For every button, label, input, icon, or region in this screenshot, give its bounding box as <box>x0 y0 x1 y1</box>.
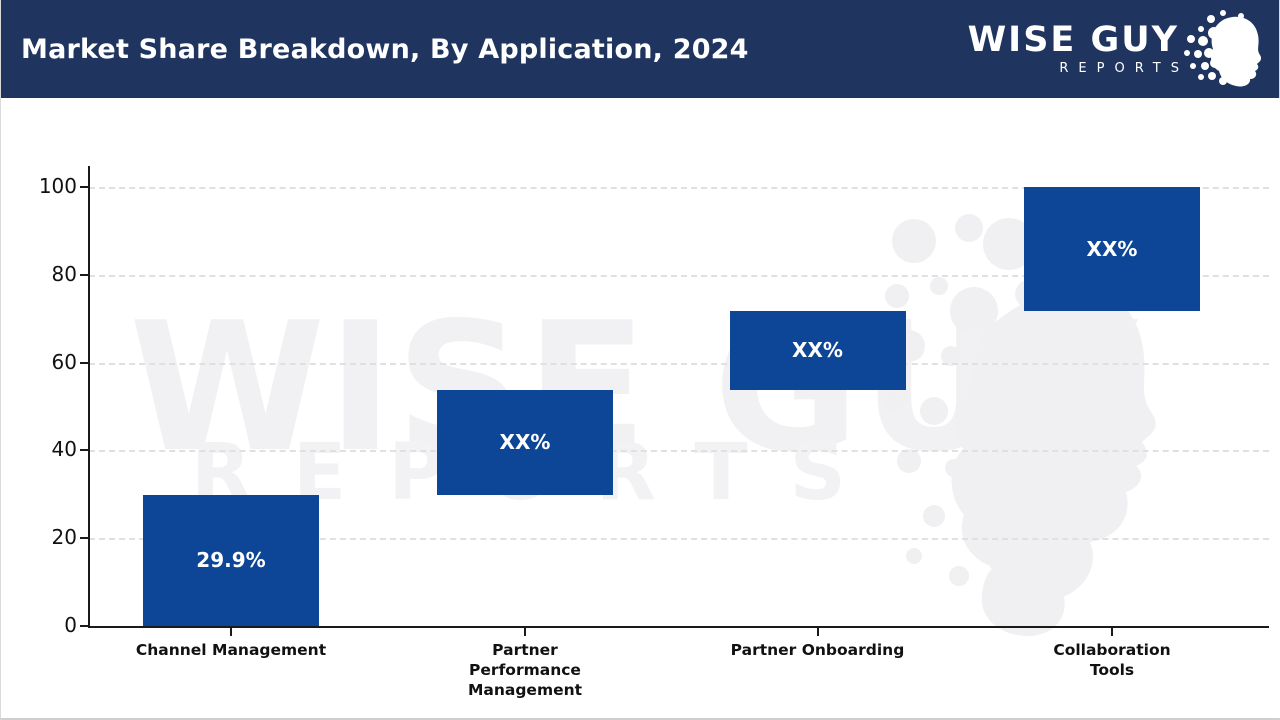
header: Market Share Breakdown, By Application, … <box>1 0 1279 98</box>
logo-text: WISE GUY REPORTS <box>967 20 1179 76</box>
bar-2: XX% <box>729 310 906 390</box>
y-tick-label: 80 <box>51 261 77 286</box>
y-tick-mark <box>80 449 88 452</box>
gridline-80 <box>89 274 1269 277</box>
y-tick-mark <box>80 186 88 188</box>
wiseguy-logo: WISE GUY REPORTS <box>968 9 1265 89</box>
x-tick-mark <box>524 628 526 636</box>
logo-subtext: REPORTS <box>1059 61 1189 76</box>
y-tick-mark <box>80 361 88 364</box>
bar-3: XX% <box>1024 187 1200 311</box>
x-tick-mark <box>816 628 819 636</box>
bar-value-label: 29.9% <box>196 548 266 573</box>
y-tick-label: 60 <box>51 349 77 374</box>
logo-head-icon <box>1184 10 1262 87</box>
logo-wordmark: WISE GUY <box>967 20 1179 60</box>
x-axis-line <box>88 626 1269 628</box>
y-tick-mark <box>80 537 88 540</box>
y-tick-label: 100 <box>38 174 77 198</box>
y-tick-label: 0 <box>64 613 77 637</box>
y-tick-mark <box>80 273 88 276</box>
bar-1: XX% <box>437 389 613 495</box>
bar-0: 29.9% <box>143 494 319 626</box>
y-axis-line <box>88 166 90 628</box>
gridline-60 <box>89 362 1269 365</box>
y-tick-label: 40 <box>51 437 77 462</box>
gridline-100 <box>89 187 1269 189</box>
x-tick-mark <box>230 628 232 636</box>
bar-value-label: XX% <box>499 430 551 455</box>
y-tick-label: 20 <box>51 525 77 550</box>
gridline-20 <box>89 538 1269 541</box>
chart-area: WISE GUY REPORTS 02040608010029.9%XX%XX%… <box>1 98 1280 718</box>
x-category-label: Partner Performance Management <box>467 641 583 699</box>
bar-value-label: XX% <box>792 338 843 363</box>
chart-title: Market Share Breakdown, By Application, … <box>21 33 749 65</box>
x-category-label: Partner Onboarding <box>730 641 905 659</box>
bar-value-label: XX% <box>1086 236 1138 261</box>
y-tick-mark <box>80 625 88 627</box>
x-tick-mark <box>1111 628 1113 636</box>
gridline-40 <box>89 450 1269 453</box>
x-category-label: Channel Management <box>135 641 327 659</box>
x-category-label: Collaboration Tools <box>1053 641 1171 679</box>
